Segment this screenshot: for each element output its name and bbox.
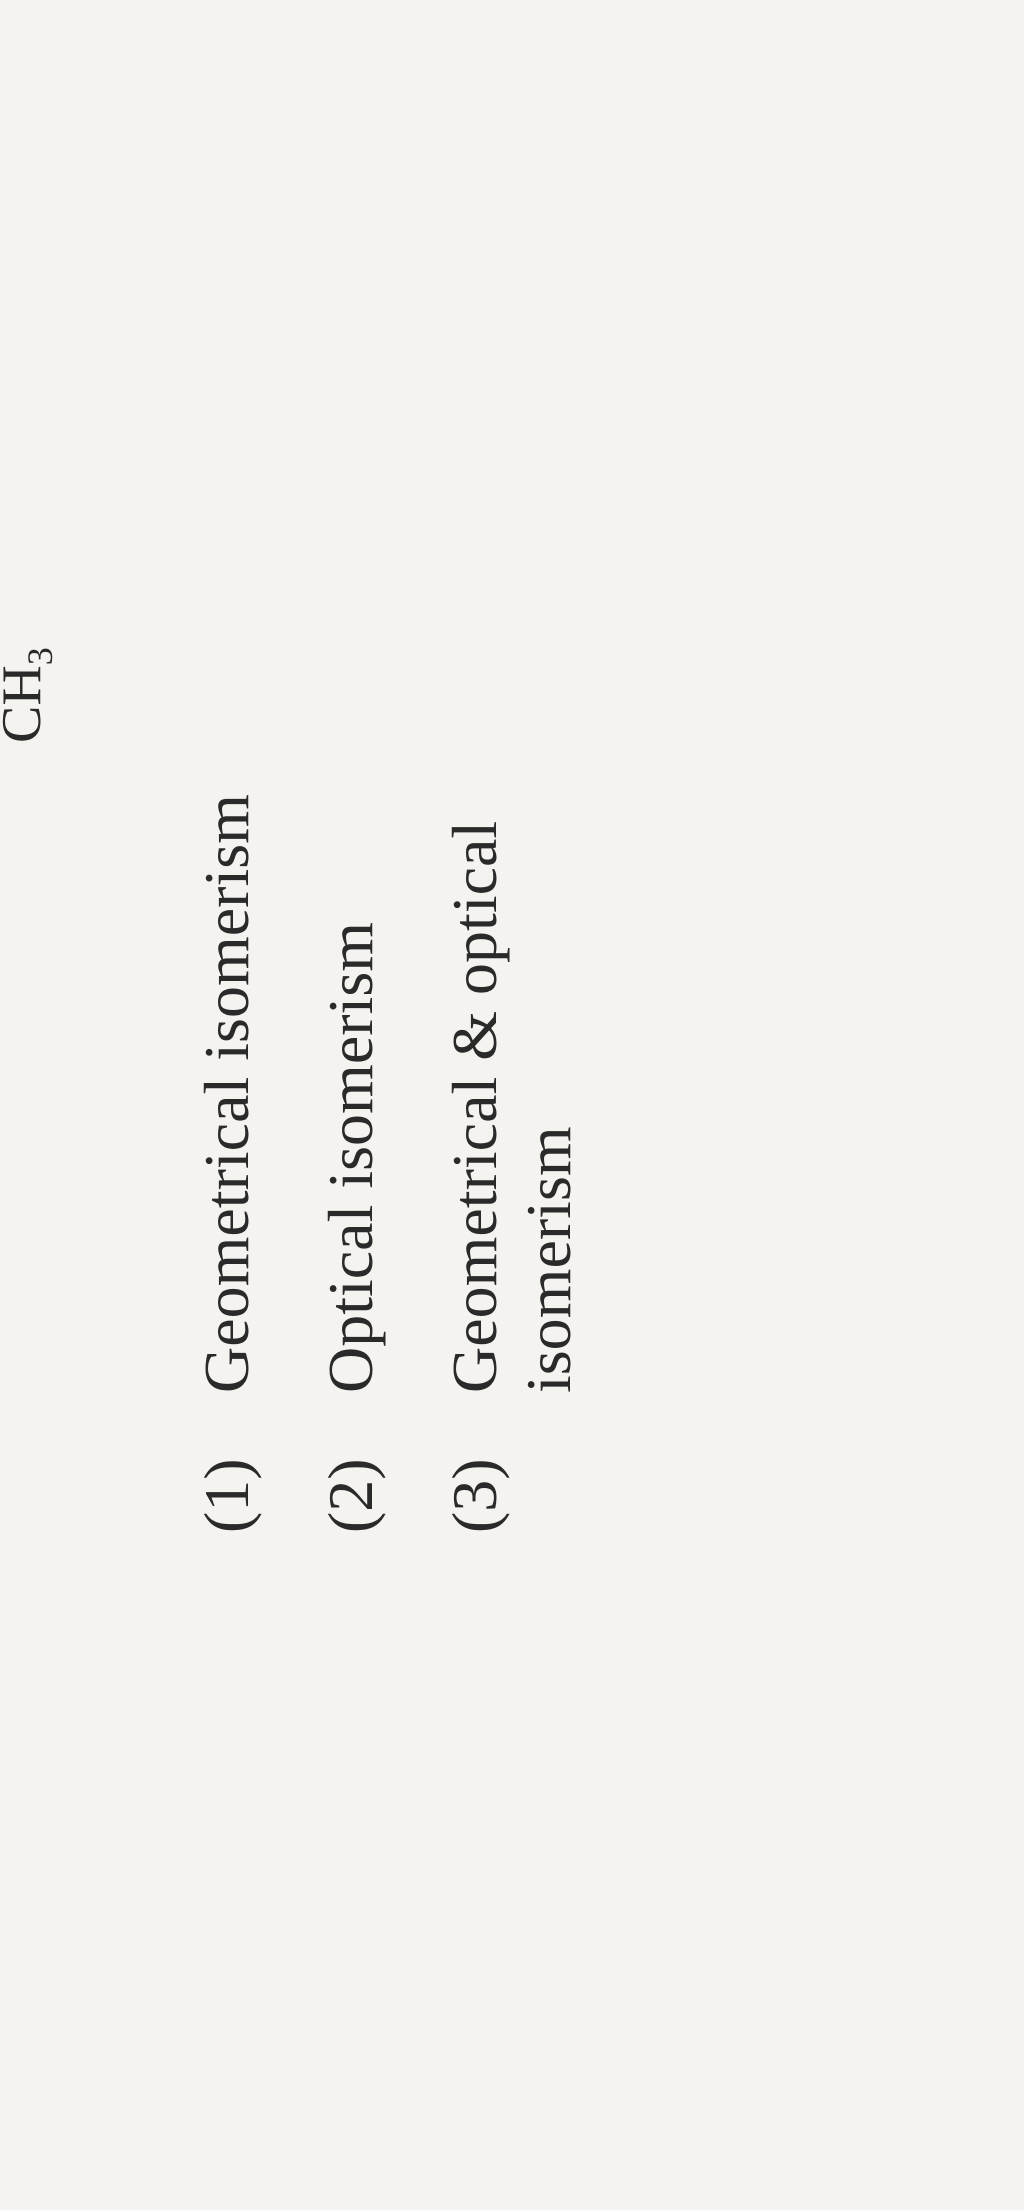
option-text: Geometrical & optical isomerism — [438, 629, 586, 1393]
label-ch3-bottom-right: CH3 — [0, 647, 61, 743]
options-list: (1) Geometrical isomerism (2) Optical is… — [190, 629, 586, 1533]
option-number: (2) — [314, 1423, 388, 1533]
chemical-structure: CH3 CH3 C = C H C H COOH — [0, 629, 130, 1213]
option-number: (1) — [190, 1423, 264, 1533]
option-text: Optical isomerism — [314, 629, 388, 1393]
page-content: The structure shows CH3 CH3 C = C H C — [0, 569, 1024, 1593]
option-item: (2) Optical isomerism — [314, 629, 388, 1533]
option-text: Geometrical isomerism — [190, 629, 264, 1393]
option-number: (3) — [438, 1423, 512, 1533]
option-item: (1) Geometrical isomerism — [190, 629, 264, 1533]
option-item: (3) Geometrical & optical isomerism — [438, 629, 586, 1533]
